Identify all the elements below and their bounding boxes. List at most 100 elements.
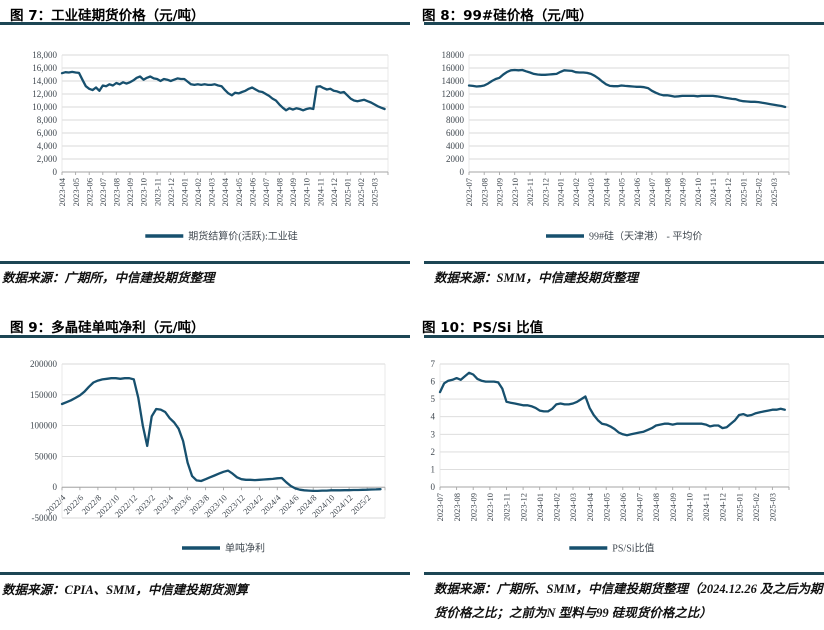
series-line [438,371,786,437]
x-tick-label: 2023-09 [495,178,505,206]
x-tick-label: 2024-07 [635,493,645,521]
x-tick-label: 2024-09 [288,178,298,206]
x-tick-label: 2024-12 [723,178,733,206]
x-tick-label: 2023-06 [84,178,94,206]
figure-9-chart: -500000500001000001500002000002022/42022… [30,359,386,555]
y-tick-label: 14,000 [32,76,57,86]
x-tick-label: 2024-06 [247,178,257,206]
x-tick-label: 2024-07 [647,178,657,206]
x-tick-label: 2023-10 [485,493,495,521]
x-tick-label: 2025-03 [769,178,779,206]
y-tick-label: 18,000 [32,50,57,60]
x-tick-label: 2023-07 [435,493,445,521]
y-tick-label: 0 [460,167,465,177]
x-tick-label: 2023-12 [518,493,528,521]
y-tick-label: 6,000 [37,128,58,138]
x-tick-label: 2024-11 [701,493,711,521]
x-tick-label: 2025-02 [751,493,761,521]
x-tick-label: 2025/2 [349,493,373,517]
y-tick-label: 4,000 [37,141,58,151]
x-tick-label: 2024-07 [261,178,271,206]
y-tick-label: 1 [431,464,436,474]
figure-8-title-rule [424,22,824,25]
x-tick-label: 2024-02 [552,493,562,521]
x-tick-label: 2024-02 [193,178,203,206]
x-tick-label: 2023-09 [468,493,478,521]
legend-label: 期货结算价(活跃):工业硅 [188,230,297,243]
x-tick-label: 2024-08 [275,178,285,206]
x-tick-label: 2025-01 [739,178,749,206]
figure-10-chart: 0 1 2 3 4 5 6 7 2023-07 2023-08 2023-09 2023-10 2023… [431,359,790,555]
x-tick-label: 2024-04 [585,492,595,521]
y-tick-label: 0 [53,167,58,177]
x-tick-label: 2023-10 [139,178,149,206]
y-tick-label: 3 [431,429,436,439]
x-tick-label: 2024-06 [632,178,642,206]
x-tick-label: 2023-09 [125,178,135,206]
x-tick-label: 2024-10 [302,178,312,206]
y-tick-label: 12,000 [32,89,57,99]
figure-7-footer-rule [0,261,410,264]
x-tick-label: 2024-01 [179,178,189,206]
x-tick-label: 2024-11 [708,178,718,206]
y-tick-label: 5 [431,394,436,404]
x-tick-label: 2024-04 [220,177,230,206]
x-tick-label: 2023-08 [452,493,462,521]
x-tick-label: 2024-03 [568,493,578,521]
figure-9-title-rule [0,335,410,338]
x-tick-label: 2025-03 [768,493,778,521]
series-line [60,377,382,493]
x-tick-label: 2024-05 [617,178,627,206]
x-tick-label: 2023-11 [525,178,535,206]
y-tick-label: 0 [53,482,58,492]
x-tick-label: 2024-12 [329,178,339,206]
x-tick-label: 2024-08 [662,178,672,206]
figure-8-footer-rule [424,261,824,264]
x-tick-label: 2023-11 [152,178,162,206]
y-tick-label: 6000 [446,128,465,138]
x-tick-label: 2024-05 [234,178,244,206]
x-tick-label: 2024-10 [693,178,703,206]
x-tick-label: 2025-02 [754,178,764,206]
x-tick-label: 2023-07 [98,178,108,206]
x-tick-label: 2024-09 [678,178,688,206]
y-tick-label: 0 [431,482,436,492]
x-tick-label: 2023-12 [540,178,550,206]
y-tick-label: 2,000 [37,154,58,164]
series-line [60,70,386,112]
figure-7-chart: 0 2,000 4,000 6,000 8,000 10,000 12,000 14,000 1… [32,50,389,243]
x-tick-label: 2024-06 [618,493,628,521]
y-tick-label: 14000 [442,76,465,86]
x-tick-label: 2024-08 [651,493,661,521]
figure-9-footer-rule [0,572,410,575]
y-tick-label: 100000 [30,421,58,431]
x-tick-label: 2024-04 [601,177,611,206]
x-tick-label: 2025-01 [342,178,352,206]
x-tick-label: 2024-11 [315,178,325,206]
figure-7-source: 数据来源：广期所，中信建投期货整理 [2,271,215,285]
legend-label: PS/Si比值 [612,542,654,555]
figure-10-title: 图 10：PS/Si 比值 [422,320,544,336]
x-tick-label: 2023-04 [57,177,67,206]
y-tick-label: 2000 [446,154,465,164]
x-tick-label: 2024-01 [556,178,566,206]
x-tick-label: 2025-03 [370,178,380,206]
figure-9-source: 数据来源：CPIA、SMM，中信建投期货测算 [2,583,248,597]
x-tick-label: 2023-12 [166,178,176,206]
y-tick-label: 7 [431,359,436,369]
figure-8-chart: 0 2000 4000 6000 8000 10000 12000 14000 16000 180… [442,50,790,243]
figure-7-title: 图 7：工业硅期货价格（元/吨） [10,8,205,24]
y-tick-label: 18000 [442,50,465,60]
x-tick-label: 2024-05 [601,493,611,521]
y-tick-label: 8000 [446,115,465,125]
figure-10-footer-rule [424,572,824,575]
x-tick-label: 2023-11 [502,493,512,521]
legend-label: 99#硅（天津港） - 平均价 [589,230,702,243]
x-tick-label: 2023-10 [510,178,520,206]
x-tick-label: 2024-03 [586,178,596,206]
figure-9-title: 图 9：多晶硅单吨净利（元/吨） [10,320,205,336]
x-tick-label: 2023-07 [464,178,474,206]
figure-7-title-rule [0,22,410,25]
figure-10-source: 数据来源：广期所、SMM，中信建投期货整理（2024.12.26 及之后为期货价… [434,582,823,620]
